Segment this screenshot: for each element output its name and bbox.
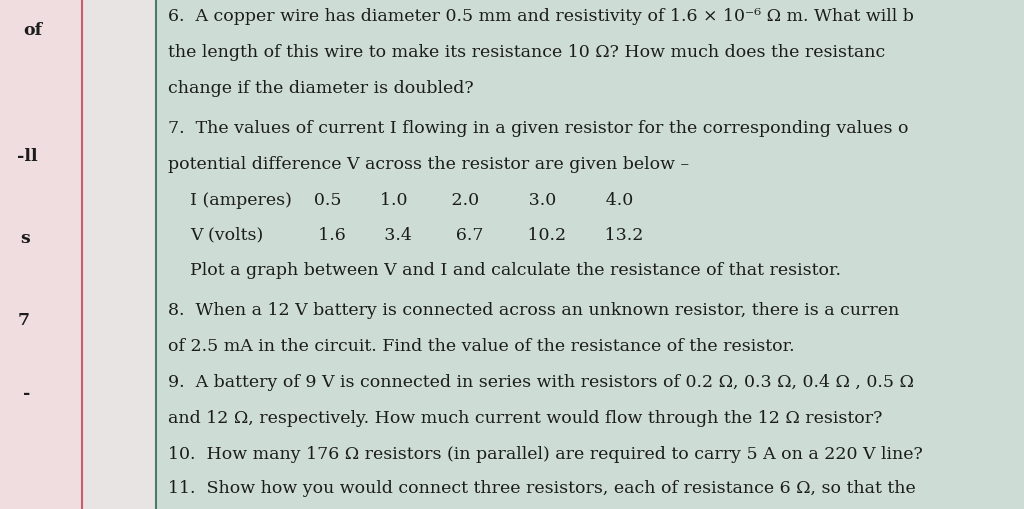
Bar [84,0,156,509]
Text: s: s [20,230,30,247]
Text: 10.  How many 176 Ω resistors (in parallel) are required to carry 5 A on a 220 V: 10. How many 176 Ω resistors (in paralle… [168,446,923,463]
Text: change if the diameter is doubled?: change if the diameter is doubled? [168,80,474,97]
Bar [0,0,84,509]
Text: 6.  A copper wire has diameter 0.5 mm and resistivity of 1.6 × 10⁻⁶ Ω m. What wi: 6. A copper wire has diameter 0.5 mm and… [168,8,913,25]
Text: the length of this wire to make its resistance 10 Ω? How much does the resistanc: the length of this wire to make its resi… [168,44,886,61]
Text: of: of [23,22,42,39]
Text: I (amperes)    0.5       1.0        2.0         3.0         4.0: I (amperes) 0.5 1.0 2.0 3.0 4.0 [190,192,633,209]
Text: 8.  When a 12 V battery is connected across an unknown resistor, there is a curr: 8. When a 12 V battery is connected acro… [168,302,899,319]
Text: -ll: -ll [17,148,38,165]
Text: potential difference V across the resistor are given below –: potential difference V across the resist… [168,156,689,173]
Text: 7: 7 [17,312,30,329]
Text: -: - [23,385,30,402]
Text: 9.  A battery of 9 V is connected in series with resistors of 0.2 Ω, 0.3 Ω, 0.4 : 9. A battery of 9 V is connected in seri… [168,374,913,391]
Text: Plot a graph between V and I and calculate the resistance of that resistor.: Plot a graph between V and I and calcula… [190,262,841,279]
Text: of 2.5 mA in the circuit. Find the value of the resistance of the resistor.: of 2.5 mA in the circuit. Find the value… [168,338,795,355]
Text: 11.  Show how you would connect three resistors, each of resistance 6 Ω, so that: 11. Show how you would connect three res… [168,480,915,497]
Text: V (volts)          1.6       3.4        6.7        10.2       13.2: V (volts) 1.6 3.4 6.7 10.2 13.2 [190,226,643,243]
Text: and 12 Ω, respectively. How much current would flow through the 12 Ω resistor?: and 12 Ω, respectively. How much current… [168,410,883,427]
Text: 7.  The values of current I flowing in a given resistor for the corresponding va: 7. The values of current I flowing in a … [168,120,908,137]
